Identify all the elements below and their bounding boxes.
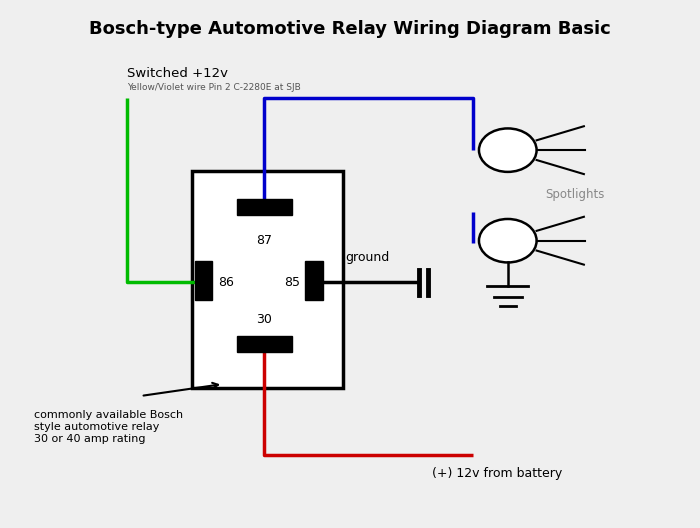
Text: Spotlights: Spotlights: [545, 187, 605, 201]
Text: commonly available Bosch
style automotive relay
30 or 40 amp rating: commonly available Bosch style automotiv…: [34, 410, 183, 444]
Text: 30: 30: [256, 313, 272, 326]
Text: ground: ground: [345, 251, 389, 264]
Circle shape: [479, 219, 537, 262]
Text: (+) 12v from battery: (+) 12v from battery: [433, 467, 563, 480]
Circle shape: [479, 128, 537, 172]
Text: Yellow/Violet wire Pin 2 C-2280E at SJB: Yellow/Violet wire Pin 2 C-2280E at SJB: [127, 83, 301, 92]
Text: 86: 86: [218, 276, 235, 289]
Text: 85: 85: [284, 276, 300, 289]
Bar: [305, 261, 323, 300]
Text: 87: 87: [256, 234, 272, 247]
Bar: [195, 261, 212, 300]
Bar: [237, 199, 292, 215]
Text: Switched +12v: Switched +12v: [127, 67, 228, 80]
Bar: [237, 336, 292, 352]
Text: Bosch-type Automotive Relay Wiring Diagram Basic: Bosch-type Automotive Relay Wiring Diagr…: [89, 20, 611, 37]
Bar: [193, 171, 343, 388]
